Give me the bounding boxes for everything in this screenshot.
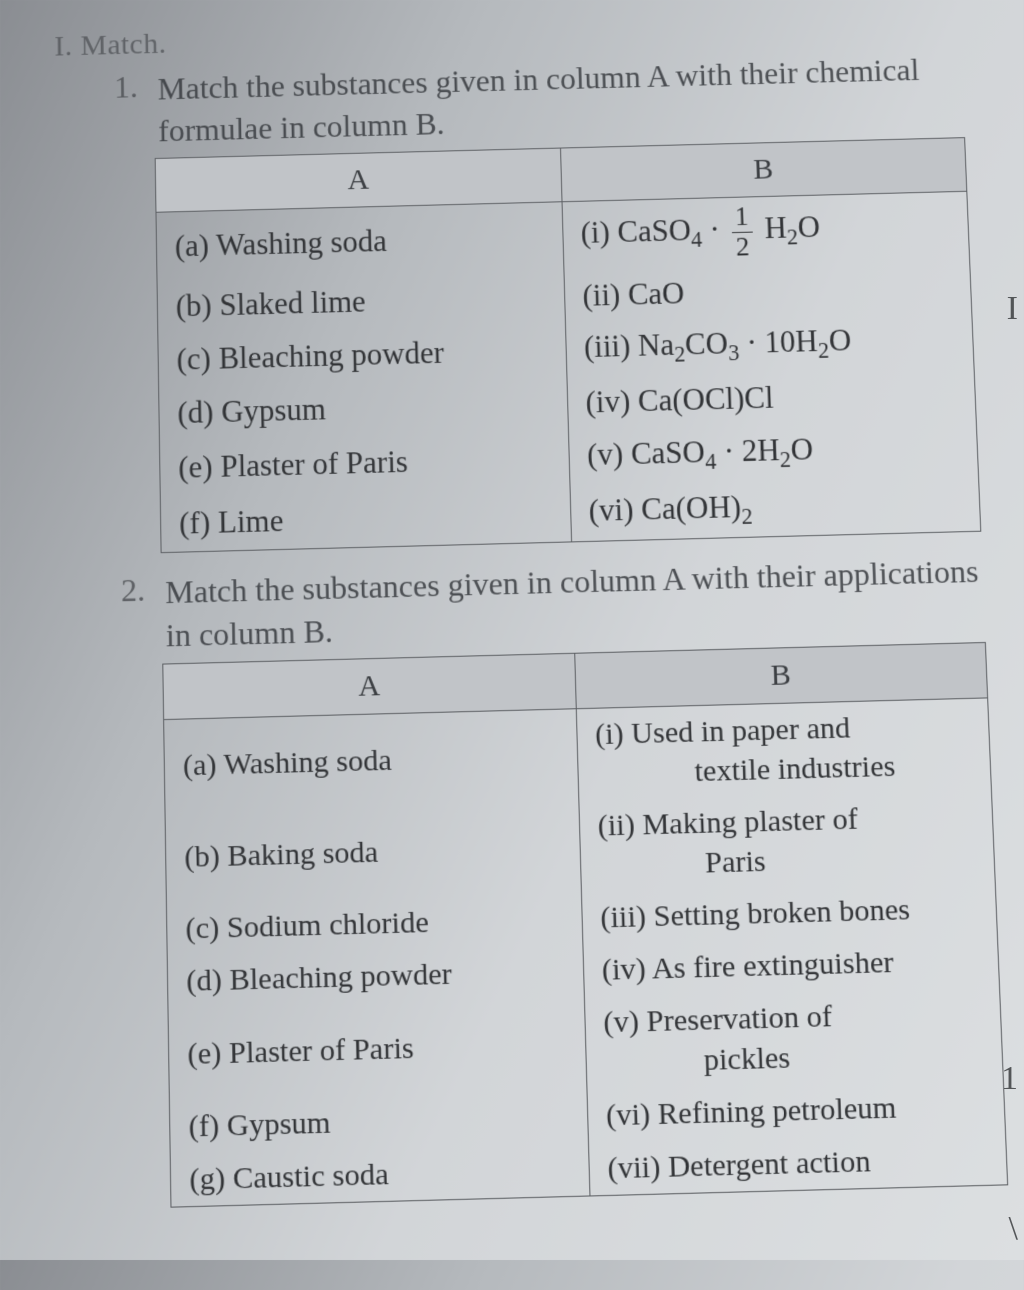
item-label: (iv) bbox=[585, 384, 631, 420]
page-edge-mark: 1 bbox=[1001, 1060, 1018, 1098]
question-text: Match the substances given in column A w… bbox=[157, 48, 969, 153]
page-surface: I. Match. 1. Match the substances given … bbox=[0, 0, 1024, 1290]
question-number: 1. bbox=[114, 69, 145, 154]
cell-b: (i) Used in paper and textile industries bbox=[576, 698, 992, 801]
cell-b: (i) CaSO4 · 12 H2O bbox=[562, 192, 970, 271]
cell-a: (a) Washing soda bbox=[164, 709, 579, 812]
cell-b: (ii) Making plaster of Paris bbox=[578, 790, 995, 893]
cell-b: (vii) Detergent action bbox=[588, 1132, 1008, 1197]
cell-b: (v) Preservation of pickles bbox=[584, 986, 1003, 1090]
cell-a: (f) Lime bbox=[160, 485, 571, 552]
question-2: 2. Match the substances given in column … bbox=[121, 550, 990, 659]
page-edge-mark: \ bbox=[1009, 1210, 1018, 1248]
table-q2: A B (a) Washing soda (i) Used in paper a… bbox=[162, 642, 1008, 1208]
page-edge-mark: I bbox=[1007, 290, 1018, 328]
item-label: (i) bbox=[580, 215, 610, 250]
item-label: (ii) bbox=[582, 277, 621, 312]
question-1: 1. Match the substances given in column … bbox=[114, 48, 969, 154]
table-q1: A B (a) Washing soda (i) CaSO4 · 12 H2O … bbox=[155, 137, 982, 553]
question-number: 2. bbox=[121, 572, 152, 660]
cell-b: (vi) Ca(OH)2 bbox=[569, 475, 980, 542]
cell-a: (a) Washing soda bbox=[156, 202, 563, 281]
question-text: Match the substances given in column A w… bbox=[165, 550, 990, 658]
cell-a: (b) Baking soda bbox=[165, 801, 581, 904]
item-label: (vi) bbox=[588, 492, 634, 528]
item-label: (iii) bbox=[584, 328, 631, 364]
cell-a: (g) Caustic soda bbox=[170, 1143, 589, 1208]
item-label: (v) bbox=[587, 436, 624, 472]
cell-a: (e) Plaster of Paris bbox=[168, 997, 587, 1101]
